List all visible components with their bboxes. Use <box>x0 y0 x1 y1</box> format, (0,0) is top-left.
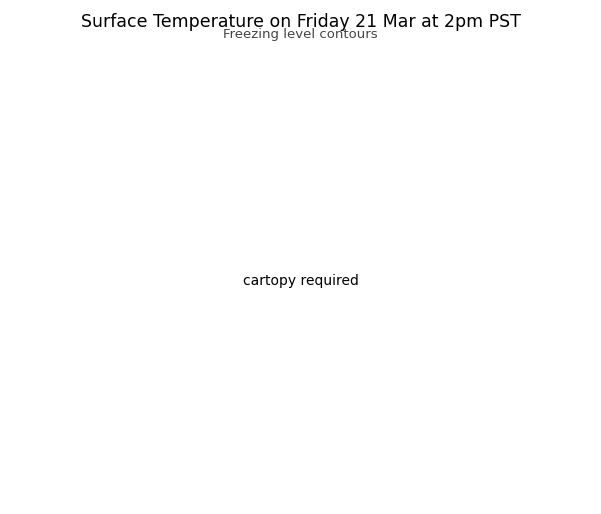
Text: Freezing level contours: Freezing level contours <box>223 28 378 41</box>
Text: Surface Temperature on Friday 21 Mar at 2pm PST: Surface Temperature on Friday 21 Mar at … <box>81 13 520 31</box>
Text: cartopy required: cartopy required <box>243 274 358 288</box>
